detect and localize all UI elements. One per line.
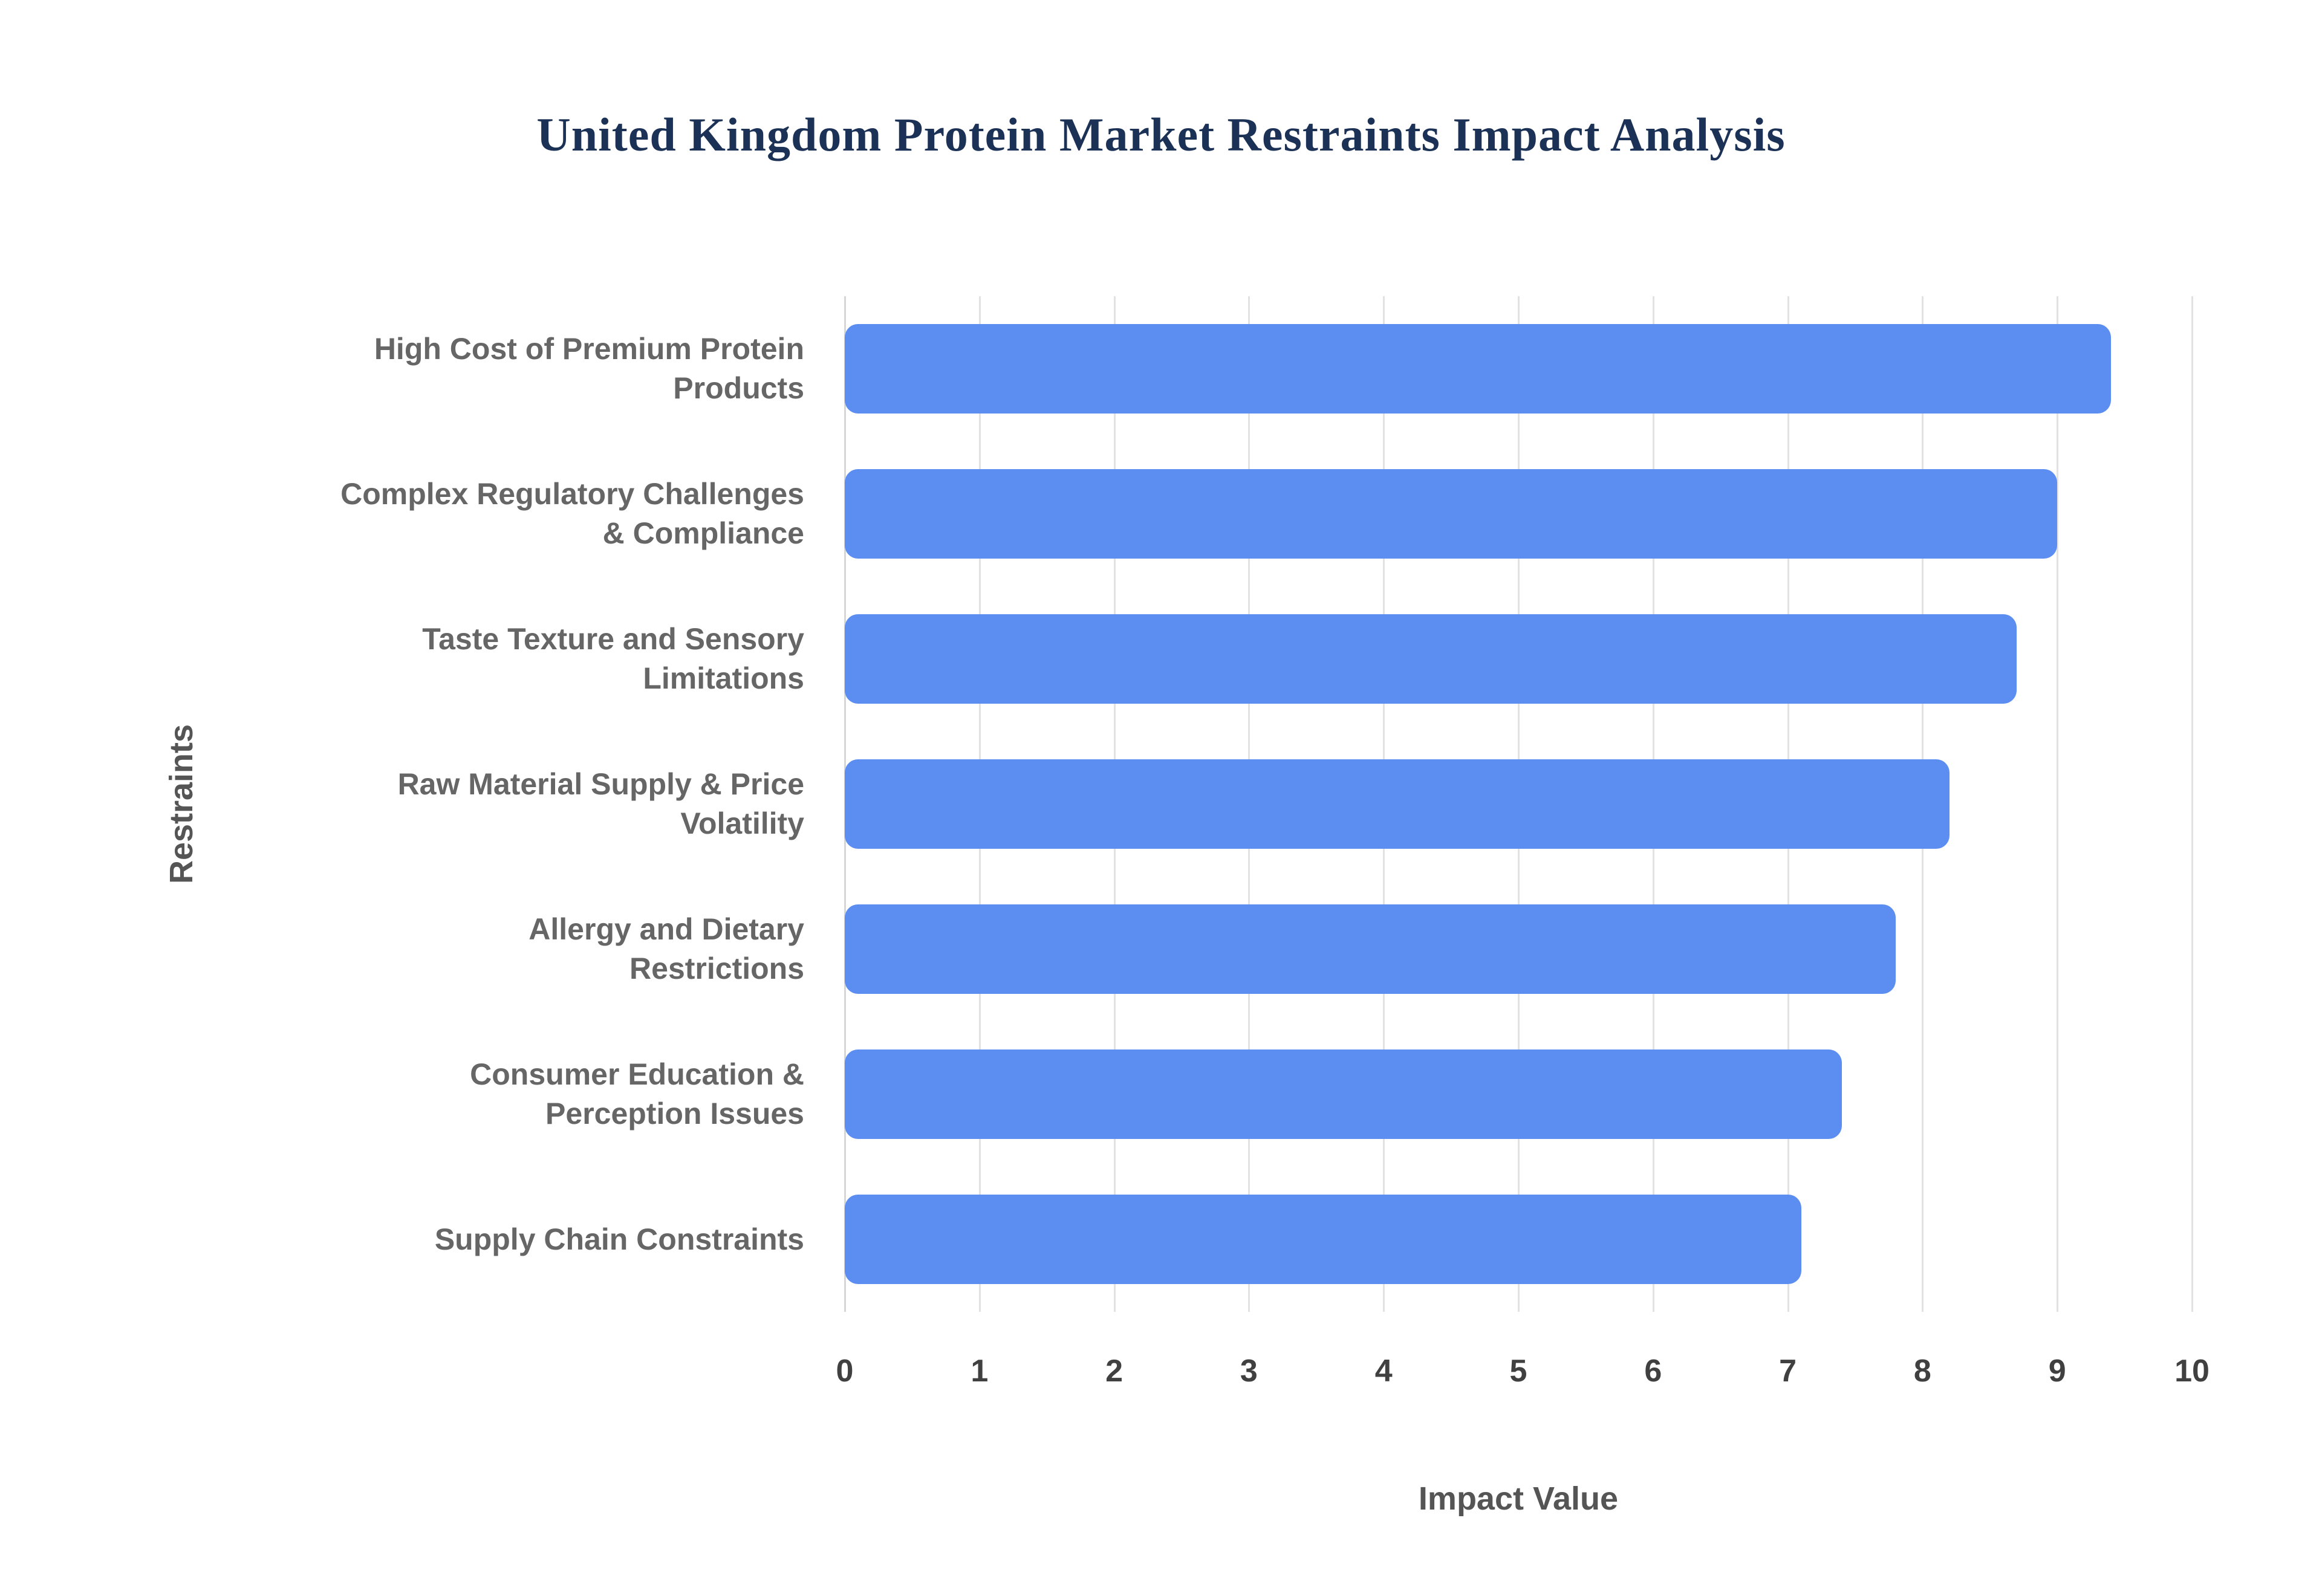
chart-title: United Kingdom Protein Market Restraints… [536, 108, 1786, 161]
x-tick-label: 2 [1105, 1354, 1124, 1389]
x-tick-label: 9 [2048, 1354, 2066, 1389]
bar-row [845, 586, 2192, 731]
x-tick-label: 7 [1779, 1354, 1797, 1389]
bar-row [845, 1022, 2192, 1167]
bar-row [845, 1167, 2192, 1312]
category-labels: High Cost of Premium Protein Products Comp… [266, 296, 804, 1312]
plot-area [844, 296, 2193, 1312]
bar-row [845, 731, 2192, 877]
x-tick-label: 10 [2174, 1354, 2210, 1389]
category-label: Raw Material Supply & Price Volatility [397, 767, 804, 840]
category-label: Complex Regulatory Challenges & Complianc… [340, 477, 804, 550]
bar[interactable] [845, 469, 2058, 559]
x-tick-label: 3 [1240, 1354, 1258, 1389]
x-tick-label: 6 [1644, 1354, 1662, 1389]
category-label: Consumer Education & Perception Issues [470, 1057, 804, 1130]
bar[interactable] [845, 614, 2017, 704]
y-axis-title: Restraints [163, 724, 200, 884]
bar-row [845, 296, 2192, 441]
x-tick-label: 1 [971, 1354, 989, 1389]
gridline [2057, 296, 2059, 1312]
bar[interactable] [845, 1195, 1801, 1284]
bar-row [845, 877, 2192, 1022]
category-label: Allergy and Dietary Restrictions [528, 912, 804, 985]
category-label: Supply Chain Constraints [434, 1222, 804, 1256]
gridline [2191, 296, 2193, 1312]
bar[interactable] [845, 324, 2112, 414]
x-tick-label: 5 [1509, 1354, 1527, 1389]
bar[interactable] [845, 1049, 1842, 1139]
category-label: High Cost of Premium Protein Products [374, 332, 804, 405]
bar[interactable] [845, 904, 1896, 994]
x-tick-label: 0 [836, 1354, 854, 1389]
category-label: Taste Texture and Sensory Limitations [422, 622, 804, 695]
x-tick-label: 4 [1374, 1354, 1393, 1389]
bar-rows [845, 296, 2192, 1312]
x-tick-label: 8 [1913, 1354, 1931, 1389]
bar[interactable] [845, 759, 1950, 849]
x-axis-title: Impact Value [1418, 1481, 1619, 1517]
x-axis-ticks: 0 1 2 3 4 5 6 7 8 9 10 [836, 1353, 2210, 1407]
bar-row [845, 441, 2192, 586]
